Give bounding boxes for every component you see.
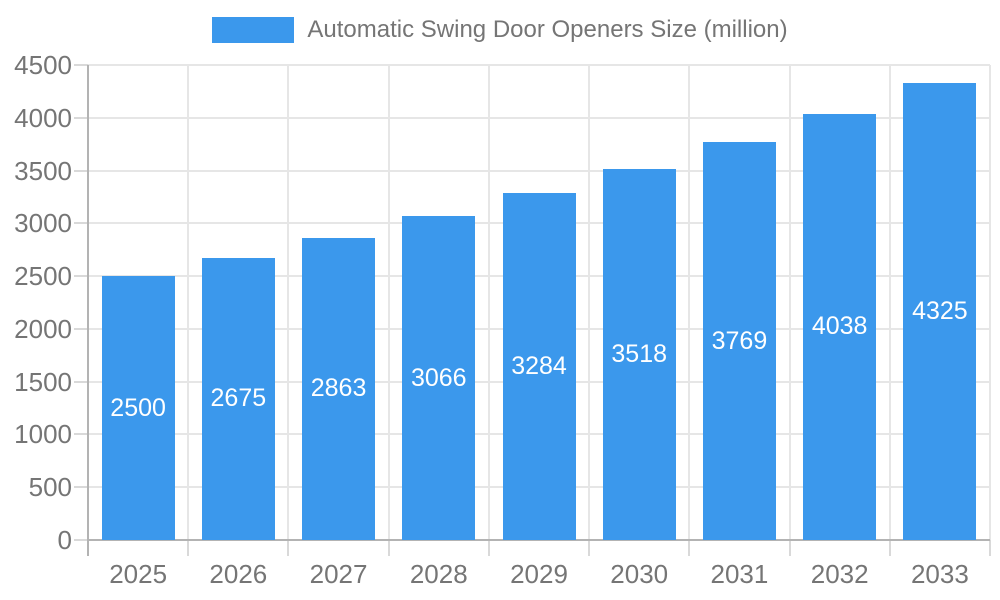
y-axis-tick-label: 3500 [14, 155, 72, 186]
y-axis-tick-label: 500 [28, 472, 72, 503]
y-axis-tick [74, 539, 88, 541]
bar-value-label: 3518 [611, 339, 668, 368]
gridline-vertical [588, 65, 591, 540]
x-axis-tick-label: 2025 [109, 559, 168, 589]
x-axis-tick-label: 2027 [309, 559, 368, 589]
x-axis-tick [187, 540, 190, 556]
y-axis-tick-label: 2500 [14, 261, 72, 292]
bar-2026[interactable]: 2675 [201, 257, 275, 540]
bar-2028[interactable]: 3066 [402, 216, 476, 540]
bar-value-label: 3284 [511, 352, 567, 381]
x-axis-line [88, 539, 990, 541]
x-axis-tick-label: 2029 [510, 559, 568, 589]
gridline-vertical [187, 65, 190, 540]
x-axis-tick-label: 2026 [209, 559, 268, 589]
y-axis-tick [74, 222, 88, 225]
x-axis-tick-label: 2030 [610, 559, 669, 589]
x-axis-tick [688, 540, 691, 556]
x-axis-tick-label: 2032 [810, 559, 869, 589]
bar-2029[interactable]: 3284 [502, 193, 576, 540]
x-axis-tick [788, 540, 791, 556]
bar-2030[interactable]: 3518 [602, 168, 676, 540]
y-axis-tick [74, 275, 88, 278]
legend-label[interactable]: Automatic Swing Door Openers Size (milli… [307, 16, 788, 43]
y-axis-tick [74, 433, 88, 436]
bar-value-label: 3066 [410, 363, 467, 392]
y-axis-tick [74, 64, 88, 66]
x-axis-tick [487, 540, 490, 556]
y-axis-tick-label: 4500 [14, 50, 72, 80]
x-axis-tick-label: 2031 [710, 559, 769, 589]
bar-2027[interactable]: 2863 [302, 237, 376, 540]
bar-value-label: 4325 [912, 297, 968, 326]
y-axis-tick-label: 0 [57, 525, 72, 555]
gridline-horizontal [88, 64, 990, 66]
y-axis-tick-label: 3000 [14, 208, 72, 239]
x-axis-tick [588, 540, 591, 556]
y-axis-tick-label: 4000 [14, 102, 72, 133]
gridline-vertical [387, 65, 390, 540]
y-axis-tick [74, 327, 88, 330]
gridline-horizontal [88, 169, 990, 172]
y-axis-tick [74, 116, 88, 119]
gridline-vertical [788, 65, 791, 540]
x-axis-tick [287, 540, 290, 556]
bar-value-label: 2863 [310, 374, 367, 403]
bar-value-label: 3769 [711, 326, 768, 355]
bar-value-label: 4038 [811, 312, 868, 341]
y-axis-line [87, 65, 89, 556]
bar-2032[interactable]: 4038 [803, 113, 877, 540]
bar-value-label: 2500 [110, 393, 166, 422]
gridline-vertical [688, 65, 691, 540]
bar-2033[interactable]: 4325 [903, 83, 977, 540]
y-axis-tick [74, 486, 88, 489]
bar-value-label: 2675 [210, 384, 267, 413]
gridline-vertical [287, 65, 290, 540]
x-axis-tick [888, 540, 891, 556]
gridline-horizontal [88, 116, 990, 119]
gridline-vertical [487, 65, 490, 540]
bar-2025[interactable]: 2500 [101, 276, 175, 540]
x-axis-tick-label: 2028 [409, 559, 468, 589]
x-axis-tick-label: 2033 [910, 559, 969, 589]
y-axis-tick [74, 380, 88, 383]
gridline-vertical [888, 65, 891, 540]
x-axis-tick [387, 540, 390, 556]
y-axis-tick-label: 1500 [14, 366, 72, 397]
y-axis-tick-label: 1000 [14, 419, 72, 450]
y-axis-tick-label: 2000 [14, 313, 72, 344]
gridline-vertical [989, 65, 991, 540]
legend-swatch[interactable] [212, 17, 295, 43]
y-axis-tick [74, 169, 88, 172]
chart-legend[interactable]: Automatic Swing Door Openers Size (milli… [0, 16, 1000, 44]
bar-2031[interactable]: 3769 [702, 142, 776, 540]
x-axis-tick [989, 540, 991, 556]
